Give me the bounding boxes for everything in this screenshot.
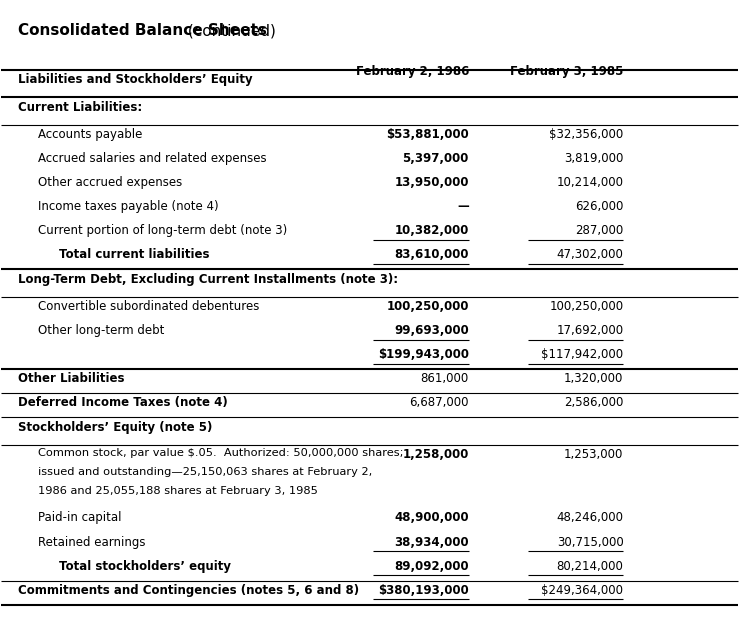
Text: Consolidated Balance Sheets: Consolidated Balance Sheets [18, 23, 267, 38]
Text: Stockholders’ Equity (note 5): Stockholders’ Equity (note 5) [18, 420, 212, 433]
Text: 2,586,000: 2,586,000 [564, 397, 624, 410]
Text: Total stockholders’ equity: Total stockholders’ equity [59, 560, 231, 572]
Text: Other Liabilities: Other Liabilities [18, 372, 124, 385]
Text: 48,246,000: 48,246,000 [556, 512, 624, 524]
Text: Current portion of long-term debt (note 3): Current portion of long-term debt (note … [38, 224, 287, 237]
Text: Income taxes payable (note 4): Income taxes payable (note 4) [38, 201, 219, 213]
Text: $249,364,000: $249,364,000 [542, 584, 624, 597]
Text: 1,320,000: 1,320,000 [564, 372, 624, 385]
Text: 99,693,000: 99,693,000 [394, 324, 469, 337]
Text: Accounts payable: Accounts payable [38, 128, 143, 141]
Text: 1,258,000: 1,258,000 [403, 448, 469, 461]
Text: Common stock, par value $.05.  Authorized: 50,000,000 shares;: Common stock, par value $.05. Authorized… [38, 448, 403, 458]
Text: Retained earnings: Retained earnings [38, 535, 146, 549]
Text: February 3, 1985: February 3, 1985 [510, 65, 624, 78]
Text: 6,687,000: 6,687,000 [409, 397, 469, 410]
Text: $199,943,000: $199,943,000 [378, 348, 469, 362]
Text: Deferred Income Taxes (note 4): Deferred Income Taxes (note 4) [18, 397, 228, 410]
Text: 861,000: 861,000 [420, 372, 469, 385]
Text: Paid-in capital: Paid-in capital [38, 512, 122, 524]
Text: 1,253,000: 1,253,000 [564, 448, 624, 461]
Text: 100,250,000: 100,250,000 [549, 300, 624, 313]
Text: 10,214,000: 10,214,000 [556, 176, 624, 189]
Text: Other accrued expenses: Other accrued expenses [38, 176, 183, 189]
Text: Other long-term debt: Other long-term debt [38, 324, 165, 337]
Text: 13,950,000: 13,950,000 [395, 176, 469, 189]
Text: 10,382,000: 10,382,000 [395, 224, 469, 237]
Text: $117,942,000: $117,942,000 [542, 348, 624, 362]
Text: Convertible subordinated debentures: Convertible subordinated debentures [38, 300, 259, 313]
Text: Current Liabilities:: Current Liabilities: [18, 101, 142, 113]
Text: 3,819,000: 3,819,000 [564, 152, 624, 165]
Text: issued and outstanding—25,150,063 shares at February 2,: issued and outstanding—25,150,063 shares… [38, 467, 372, 477]
Text: $380,193,000: $380,193,000 [378, 584, 469, 597]
Text: $53,881,000: $53,881,000 [386, 128, 469, 141]
Text: $32,356,000: $32,356,000 [549, 128, 624, 141]
Text: 287,000: 287,000 [575, 224, 624, 237]
Text: February 2, 1986: February 2, 1986 [355, 65, 469, 78]
Text: —: — [457, 201, 469, 213]
Text: (continued): (continued) [183, 23, 276, 38]
Text: Accrued salaries and related expenses: Accrued salaries and related expenses [38, 152, 267, 165]
Text: 30,715,000: 30,715,000 [556, 535, 624, 549]
Text: Liabilities and Stockholders’ Equity: Liabilities and Stockholders’ Equity [18, 73, 252, 86]
Text: 5,397,000: 5,397,000 [403, 152, 469, 165]
Text: 47,302,000: 47,302,000 [556, 249, 624, 262]
Text: Commitments and Contingencies (notes 5, 6 and 8): Commitments and Contingencies (notes 5, … [18, 584, 358, 597]
Text: 89,092,000: 89,092,000 [395, 560, 469, 572]
Text: 38,934,000: 38,934,000 [395, 535, 469, 549]
Text: 100,250,000: 100,250,000 [386, 300, 469, 313]
Text: Total current liabilities: Total current liabilities [59, 249, 209, 262]
Text: 48,900,000: 48,900,000 [395, 512, 469, 524]
Text: 17,692,000: 17,692,000 [556, 324, 624, 337]
Text: 80,214,000: 80,214,000 [556, 560, 624, 572]
Text: Long-Term Debt, Excluding Current Installments (note 3):: Long-Term Debt, Excluding Current Instal… [18, 272, 398, 285]
Text: 83,610,000: 83,610,000 [395, 249, 469, 262]
Text: 626,000: 626,000 [575, 201, 624, 213]
Text: 1986 and 25,055,188 shares at February 3, 1985: 1986 and 25,055,188 shares at February 3… [38, 486, 318, 495]
